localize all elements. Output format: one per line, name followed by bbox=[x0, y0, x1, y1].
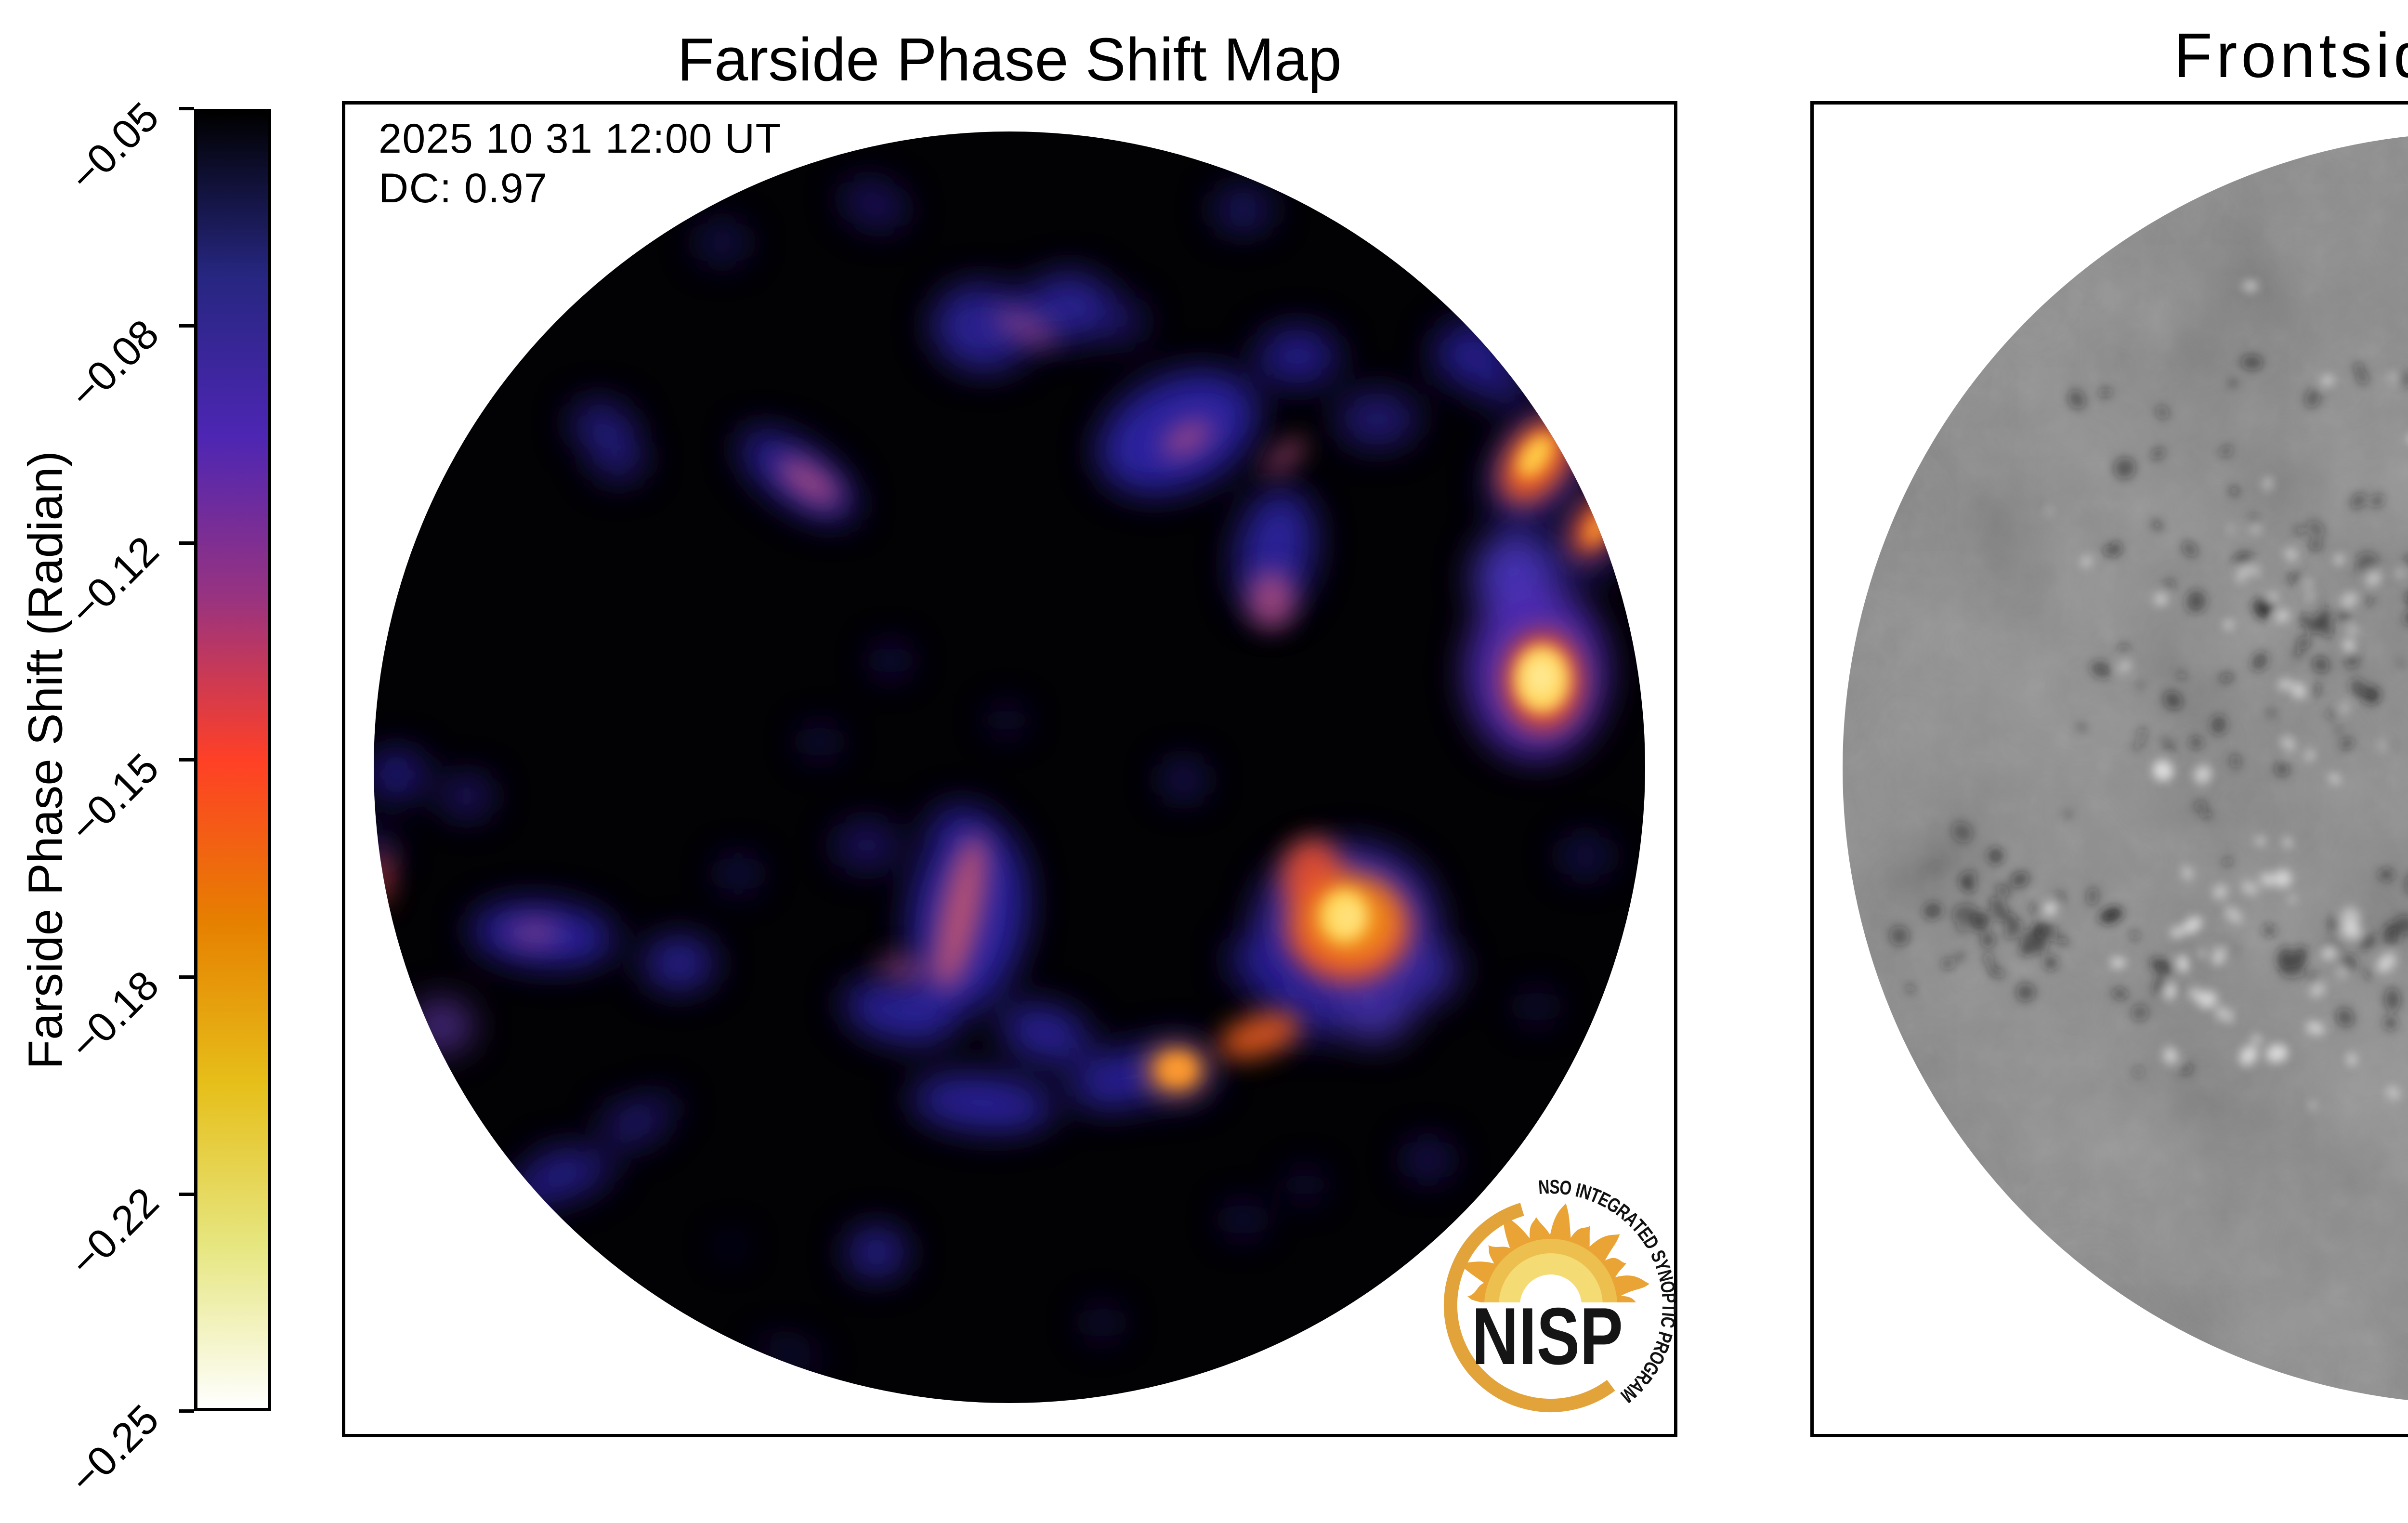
svg-text:N: N bbox=[1538, 1176, 1550, 1198]
svg-text:I: I bbox=[1658, 1312, 1680, 1317]
svg-text:P: P bbox=[1658, 1292, 1680, 1304]
svg-text:O: O bbox=[1558, 1176, 1573, 1199]
svg-text:NISP: NISP bbox=[1472, 1291, 1623, 1381]
svg-text:S: S bbox=[1549, 1176, 1560, 1198]
svg-text:T: T bbox=[1658, 1303, 1680, 1313]
